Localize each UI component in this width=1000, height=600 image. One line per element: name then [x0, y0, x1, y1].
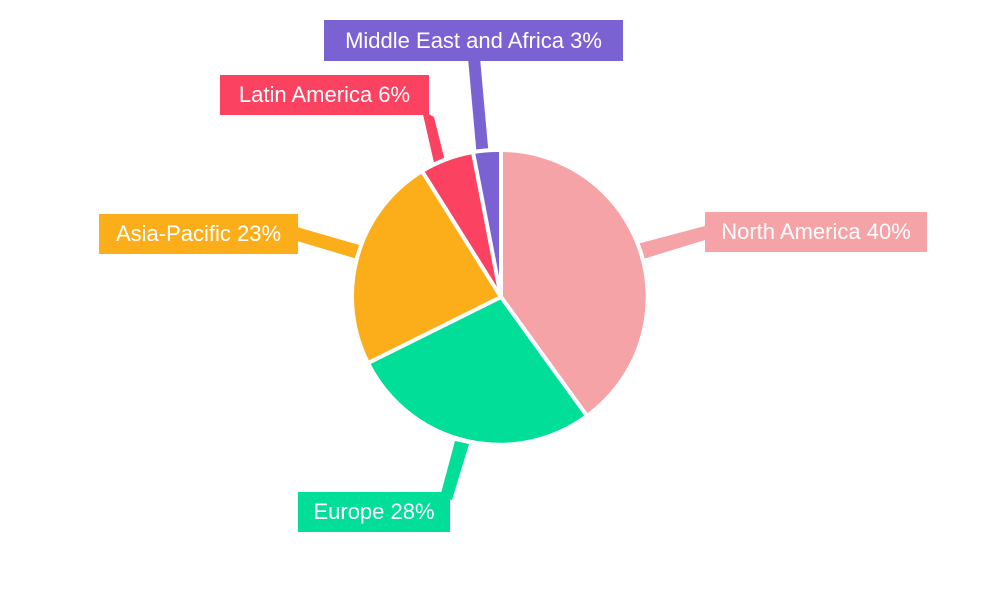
leader-line-north-america	[637, 226, 705, 260]
pie-label-asia-pacific-text: Asia-Pacific 23%	[115, 221, 282, 246]
pie-slice-middle-east-africa[interactable]	[471, 147, 503, 299]
pie-slice-north-america[interactable]	[499, 148, 650, 418]
pie-label-europe-text: Europe 28%	[313, 499, 435, 524]
pie-label-latin-america[interactable]: Latin America 6%	[220, 75, 429, 115]
pie-label-europe[interactable]: Europe 28%	[298, 492, 450, 532]
pie-label-north-america[interactable]: North America 40%	[705, 212, 927, 252]
pie-label-asia-pacific[interactable]: Asia-Pacific 23%	[99, 214, 298, 254]
leader-line-europe	[440, 441, 469, 500]
pie-label-middle-east-africa-text: Middle East and Africa 3%	[345, 27, 602, 53]
pie-slice-europe[interactable]	[366, 295, 589, 447]
pie-label-middle-east-africa[interactable]: Middle East and Africa 3%	[324, 20, 623, 61]
pie-label-latin-america-text: Latin America 6%	[238, 82, 411, 107]
leader-line-middle-east-africa	[468, 58, 489, 158]
pie-slices	[349, 147, 650, 447]
pie-label-north-america-text: North America 40%	[721, 219, 911, 244]
pie-slice-asia-pacific[interactable]	[349, 169, 503, 365]
leader-line-asia-pacific	[297, 227, 366, 261]
